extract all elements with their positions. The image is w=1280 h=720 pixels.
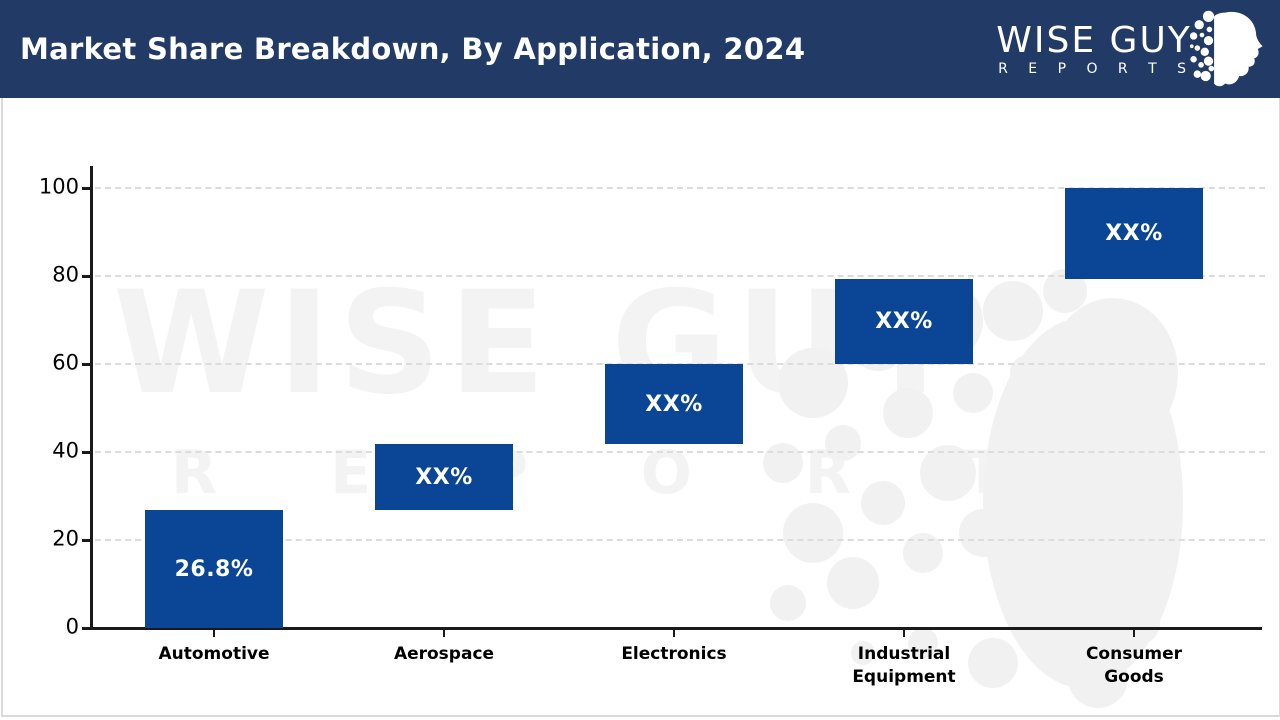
- y-axis-tick-label: 60: [52, 350, 79, 375]
- wise-guy-logo: WISE GUY R E P O R T S: [994, 6, 1270, 92]
- y-axis-tick-mark: [82, 450, 91, 454]
- waterfall-bar: XX%: [605, 364, 743, 445]
- y-axis-tick-mark: [82, 538, 91, 542]
- gridline: [95, 539, 1265, 541]
- y-axis-tick-label: 100: [38, 174, 79, 199]
- bar-value-label: XX%: [645, 391, 703, 417]
- gridline: [95, 275, 1265, 277]
- report-header: Market Share Breakdown, By Application, …: [0, 0, 1280, 98]
- waterfall-bar: XX%: [835, 278, 973, 364]
- y-axis-tick-mark: [82, 362, 91, 366]
- bar-value-label: XX%: [415, 464, 473, 490]
- waterfall-bar: 26.8%: [145, 510, 283, 628]
- x-axis-tick-mark: [903, 629, 905, 637]
- y-axis-tick-label: 20: [52, 526, 79, 551]
- x-axis-category-label: Industrial Equipment: [852, 644, 956, 687]
- x-axis-tick-mark: [1133, 629, 1135, 637]
- y-axis-tick-label: 40: [52, 438, 79, 463]
- logo-head-icon: [1189, 10, 1263, 87]
- chart-card: WISE GUY R E P O R T S 0 20 40 60 80 100 26.8%…: [1, 98, 1280, 717]
- gridline: [95, 187, 1265, 189]
- logo-primary-text: WISE GUY: [996, 19, 1192, 61]
- y-axis-tick-label: 80: [52, 262, 79, 287]
- x-axis-category-label: Automotive: [158, 644, 270, 664]
- x-axis-category-label: Aerospace: [393, 644, 495, 664]
- y-axis-line: [90, 166, 93, 630]
- y-axis-tick-mark: [82, 274, 91, 278]
- x-axis-category-label: Electronics: [621, 644, 727, 664]
- y-axis-tick-label: 0: [65, 614, 79, 639]
- logo-wordmark: WISE GUY R E P O R T S: [994, 19, 1194, 77]
- gridline: [95, 451, 1265, 453]
- bar-value-label: XX%: [1105, 220, 1163, 246]
- bar-value-label: XX%: [875, 308, 933, 334]
- x-axis-tick-mark: [213, 629, 215, 637]
- logo-secondary-text: R E P O R T S: [998, 60, 1194, 77]
- bar-value-label: 26.8%: [174, 556, 254, 582]
- x-axis-category-label: Consumer Goods: [1085, 644, 1183, 687]
- waterfall-bar: XX%: [375, 444, 513, 511]
- y-axis-tick-mark: [82, 186, 91, 190]
- x-axis-tick-mark: [443, 629, 445, 637]
- chart-plot: 0 20 40 60 80 100 26.8% Automotive XX% Aerospace X…: [3, 98, 1279, 715]
- x-axis-tick-mark: [673, 629, 675, 637]
- x-axis-baseline: [90, 627, 1262, 630]
- y-axis-tick-mark: [82, 626, 91, 630]
- waterfall-bar: XX%: [1065, 188, 1203, 279]
- page-title: Market Share Breakdown, By Application, …: [20, 32, 806, 66]
